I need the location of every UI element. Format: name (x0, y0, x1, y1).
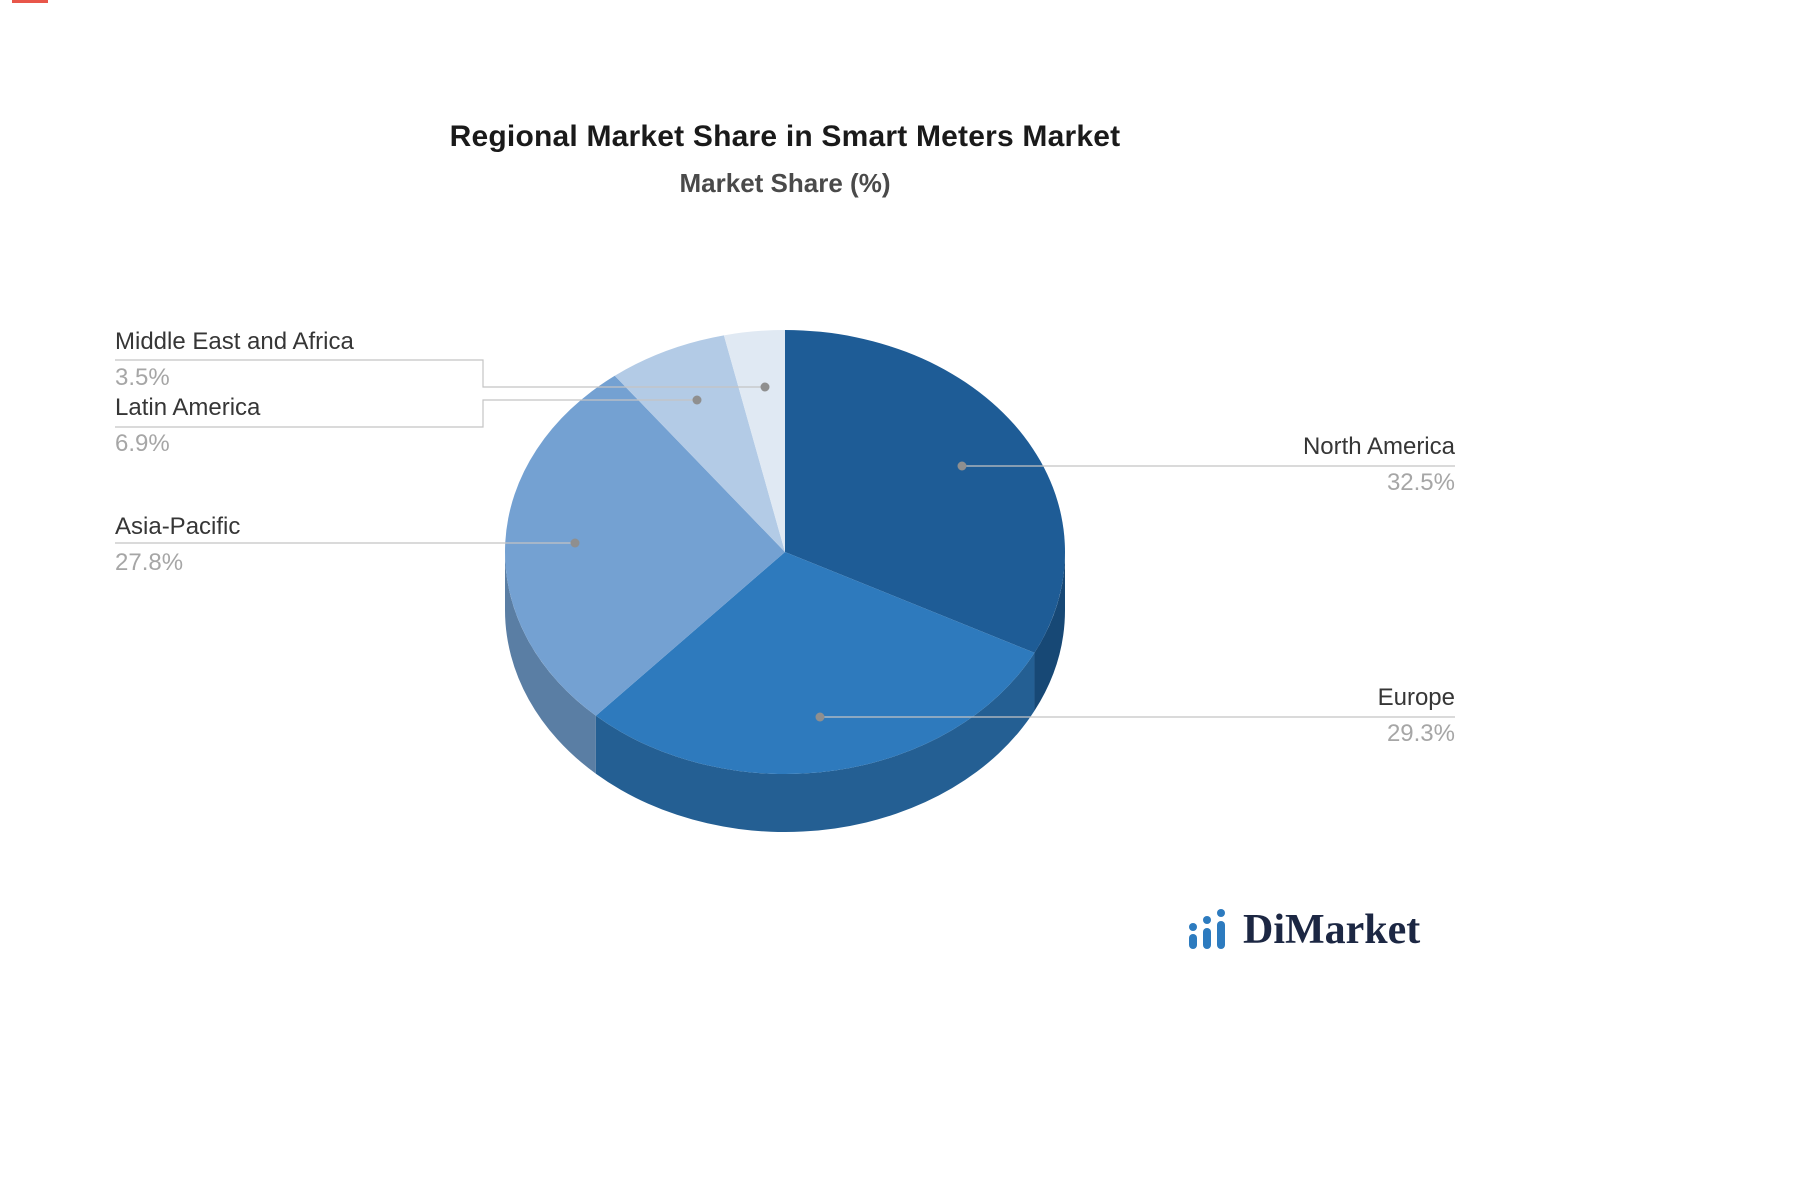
label-block-north-america: North America 32.5% (1303, 432, 1455, 498)
pie-slice-asia-pacific[interactable] (504, 375, 785, 716)
slice-label: Europe (1377, 684, 1455, 711)
pie-rim-north-america (1034, 552, 1065, 711)
label-block-latin-america: Latin America 6.9% (115, 393, 260, 459)
slice-label: Middle East and Africa (115, 328, 354, 355)
pie-slice-latin-america[interactable] (614, 335, 785, 552)
brand-name: DiMarket (1243, 907, 1421, 953)
top-left-red-mark (12, 0, 48, 3)
slice-value: 3.5% (115, 364, 170, 391)
slice-label: Asia-Pacific (115, 513, 241, 540)
slice-value: 27.8% (115, 549, 184, 576)
label-block-europe: Europe 29.3% (1378, 683, 1455, 749)
label-block-asia-pacific: Asia-Pacific 27.8% (115, 512, 240, 578)
chart-title: Regional Market Share in Smart Meters Ma… (449, 120, 1121, 153)
pie-slice-north-america[interactable] (785, 330, 1066, 653)
label-block-middle-east-and-africa: Middle East and Africa 3.5% (115, 327, 354, 393)
slice-label: North America (1302, 433, 1455, 460)
slice-value: 29.3% (1386, 720, 1455, 747)
pie-rim-europe (595, 652, 1035, 833)
slice-value: 6.9% (115, 430, 170, 457)
pie-slice-europe[interactable] (595, 552, 1035, 775)
brand-logo: DiMarket (1185, 906, 1420, 954)
chart-subtitle: Market Share (%) (679, 168, 891, 198)
pie-rim-asia-pacific (505, 552, 596, 774)
dimarket-logo-icon (1189, 909, 1225, 949)
slice-label: Latin America (115, 394, 261, 421)
slice-value: 32.5% (1386, 469, 1455, 496)
